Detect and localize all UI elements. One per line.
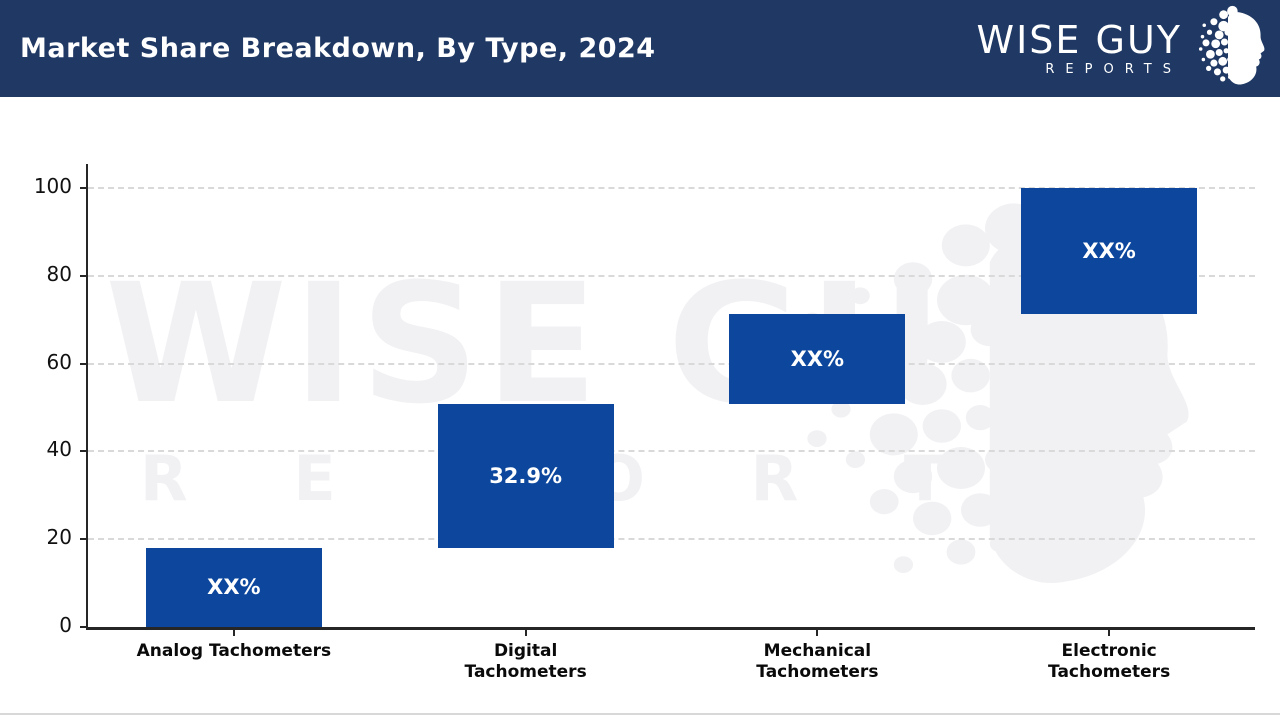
gridline-60 bbox=[88, 362, 1255, 365]
ytick-label-60: 60 bbox=[46, 349, 72, 374]
ytick-100 bbox=[80, 187, 88, 189]
ytick-label-20: 20 bbox=[46, 525, 72, 550]
bottom-divider bbox=[0, 713, 1280, 715]
category-label-1: Digital Tachometers bbox=[396, 641, 656, 683]
bar-value-label: XX% bbox=[1082, 239, 1136, 264]
category-label-line: Tachometers bbox=[1048, 662, 1171, 682]
xtick-3 bbox=[1108, 630, 1111, 636]
ytick-label-80: 80 bbox=[46, 261, 72, 286]
watermark-subtitle: R E P O R T S bbox=[140, 442, 1139, 515]
x-axis-line bbox=[86, 627, 1255, 630]
category-label-line: Analog Tachometers bbox=[136, 641, 332, 661]
gridline-80 bbox=[88, 274, 1255, 277]
category-label-2: Mechanical Tachometers bbox=[687, 641, 947, 683]
chart-title: Market Share Breakdown, By Type, 2024 bbox=[20, 33, 656, 64]
ytick-60 bbox=[80, 362, 88, 365]
xtick-1 bbox=[524, 630, 527, 636]
logo-subtitle: REPORTS bbox=[1045, 62, 1182, 77]
y-axis-line bbox=[86, 164, 88, 629]
bar-value-label: 32.9% bbox=[489, 463, 563, 488]
header-bar: Market Share Breakdown, By Type, 2024 WI… bbox=[0, 0, 1280, 97]
ytick-label-0: 0 bbox=[59, 613, 72, 637]
ytick-0 bbox=[80, 626, 88, 628]
xtick-0 bbox=[232, 630, 235, 636]
category-label-line: Mechanical bbox=[763, 641, 872, 661]
ytick-80 bbox=[80, 274, 88, 277]
category-label-line: Tachometers bbox=[756, 662, 879, 682]
ytick-40 bbox=[80, 450, 88, 453]
bar-digital-tachometers: 32.9% bbox=[437, 403, 614, 548]
category-label-3: Electronic Tachometers bbox=[979, 641, 1239, 683]
xtick-2 bbox=[816, 630, 819, 636]
category-label-line: Electronic bbox=[1061, 641, 1157, 661]
category-label-line: Digital bbox=[493, 641, 558, 661]
bar-value-label: XX% bbox=[790, 346, 845, 371]
ytick-label-100: 100 bbox=[33, 174, 72, 198]
ytick-20 bbox=[80, 538, 88, 541]
gridline-40 bbox=[88, 450, 1255, 453]
logo-text: WISE GUY REPORTS bbox=[977, 21, 1182, 76]
ytick-label-40: 40 bbox=[46, 437, 72, 462]
logo-head-dots-icon bbox=[1198, 5, 1265, 85]
category-label-line: Tachometers bbox=[464, 662, 587, 682]
logo-wordmark: WISE GUY bbox=[976, 18, 1182, 62]
bar-mechanical-tachometers: XX% bbox=[729, 314, 906, 404]
gridline-100 bbox=[88, 187, 1255, 189]
category-label-0: Analog Tachometers bbox=[104, 641, 364, 662]
bar-electronic-tachometers: XX% bbox=[1021, 188, 1198, 315]
bar-value-label: XX% bbox=[207, 575, 261, 600]
logo: WISE GUY REPORTS bbox=[977, 5, 1280, 93]
gridline-20 bbox=[88, 538, 1255, 541]
bar-analog-tachometers: XX% bbox=[145, 547, 322, 627]
